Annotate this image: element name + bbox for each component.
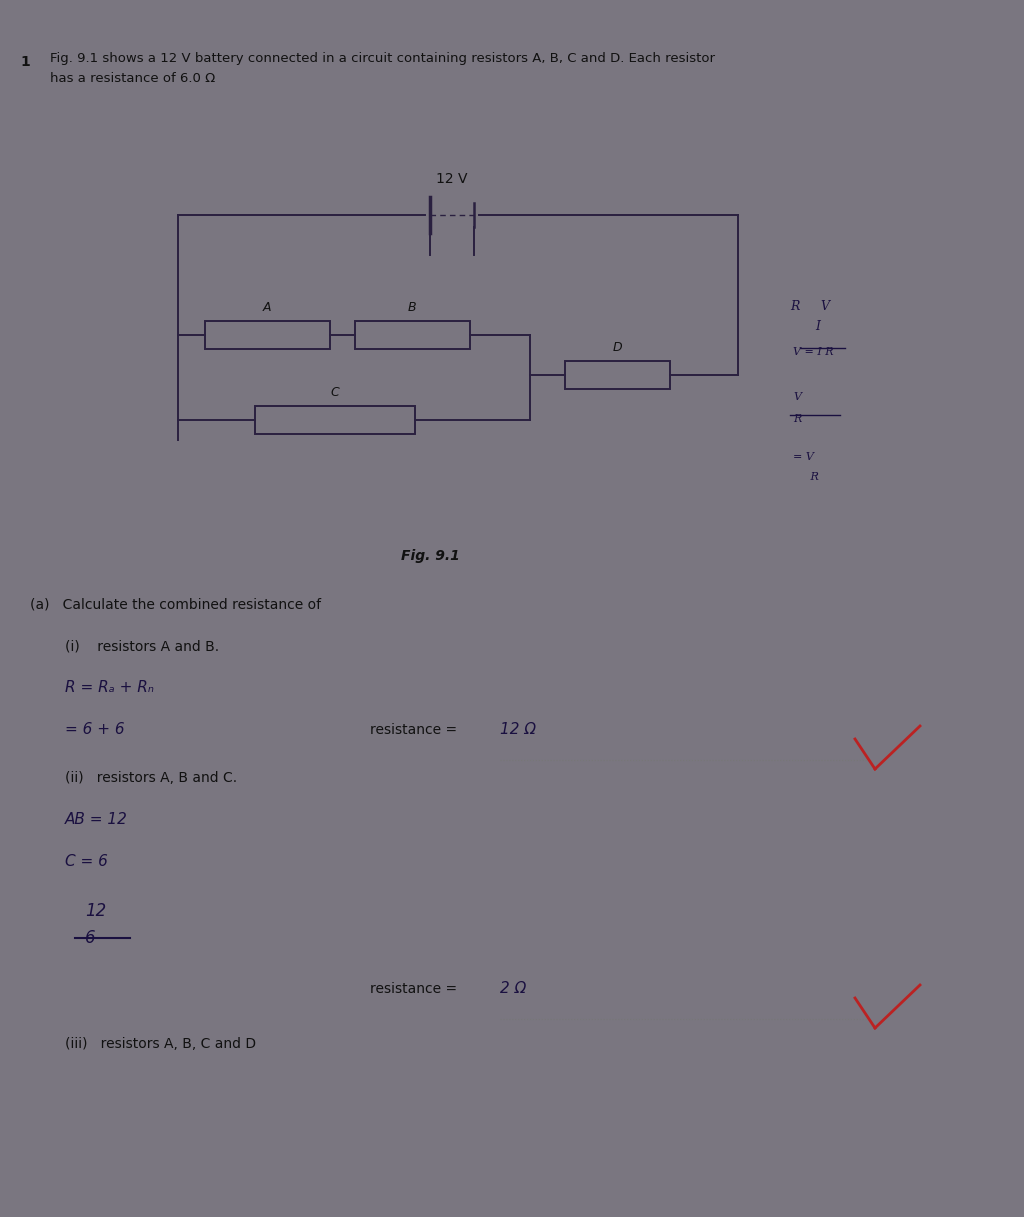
Bar [355,321,470,349]
Text: 12 Ω: 12 Ω [500,722,536,738]
Text: Fig. 9.1: Fig. 9.1 [400,549,460,563]
Text: V: V [820,301,829,313]
Text: (i)    resistors A and B.: (i) resistors A and B. [65,639,219,654]
Bar [205,321,330,349]
Text: 12: 12 [85,902,106,920]
Text: (iii)   resistors A, B, C and D: (iii) resistors A, B, C and D [65,1037,256,1051]
Text: V = I R: V = I R [793,347,834,357]
Text: 6: 6 [85,929,95,947]
Text: R: R [793,414,802,424]
Text: 1: 1 [20,55,30,69]
Text: D: D [612,341,622,354]
Text: A: A [263,301,271,314]
Text: I: I [815,320,820,333]
Text: R = Rₐ + Rₙ: R = Rₐ + Rₙ [65,680,154,695]
Text: AB = 12: AB = 12 [65,812,128,828]
Text: Fig. 9.1 shows a 12 V battery connected in a circuit containing resistors A, B, : Fig. 9.1 shows a 12 V battery connected … [50,52,715,65]
Text: C: C [331,386,339,399]
Text: has a resistance of 6.0 Ω: has a resistance of 6.0 Ω [50,72,215,85]
Text: R: R [790,301,800,313]
Bar [565,361,670,389]
Text: (a)   Calculate the combined resistance of: (a) Calculate the combined resistance of [30,598,322,611]
Text: R: R [793,472,819,482]
Text: = V: = V [793,452,814,462]
Text: (ii)   resistors A, B and C.: (ii) resistors A, B and C. [65,772,238,785]
Text: C = 6: C = 6 [65,854,108,869]
Bar [255,406,415,434]
Text: 12 V: 12 V [436,172,468,186]
Text: resistance =: resistance = [370,982,462,996]
Text: resistance =: resistance = [370,723,462,738]
Text: B: B [408,301,417,314]
Text: V: V [793,392,801,402]
Text: = 6 + 6: = 6 + 6 [65,722,125,738]
Text: 2 Ω: 2 Ω [500,981,526,996]
